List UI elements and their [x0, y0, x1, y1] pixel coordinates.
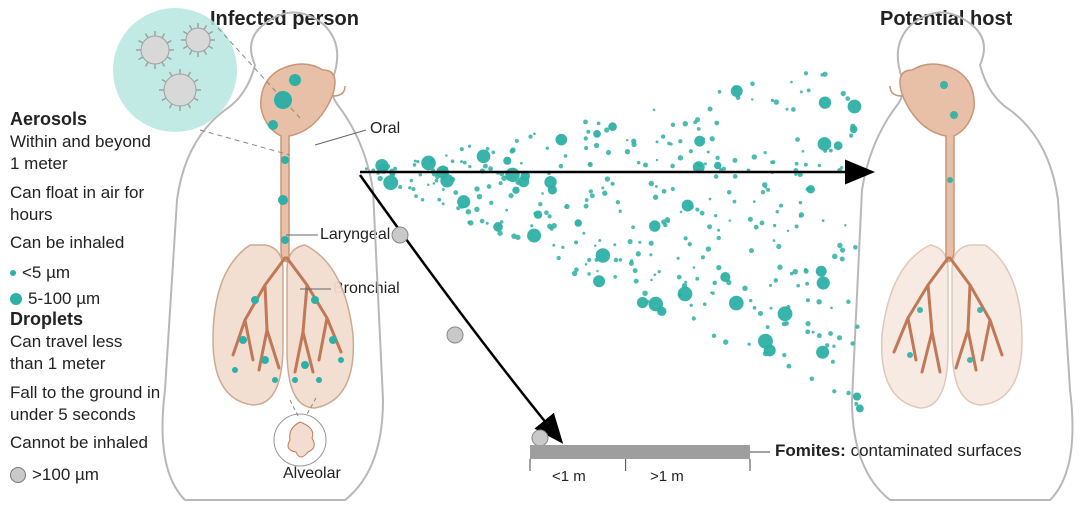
- diagram-canvas: Infected person Potential host Aerosols …: [0, 0, 1086, 528]
- scene-svg: [0, 0, 1086, 528]
